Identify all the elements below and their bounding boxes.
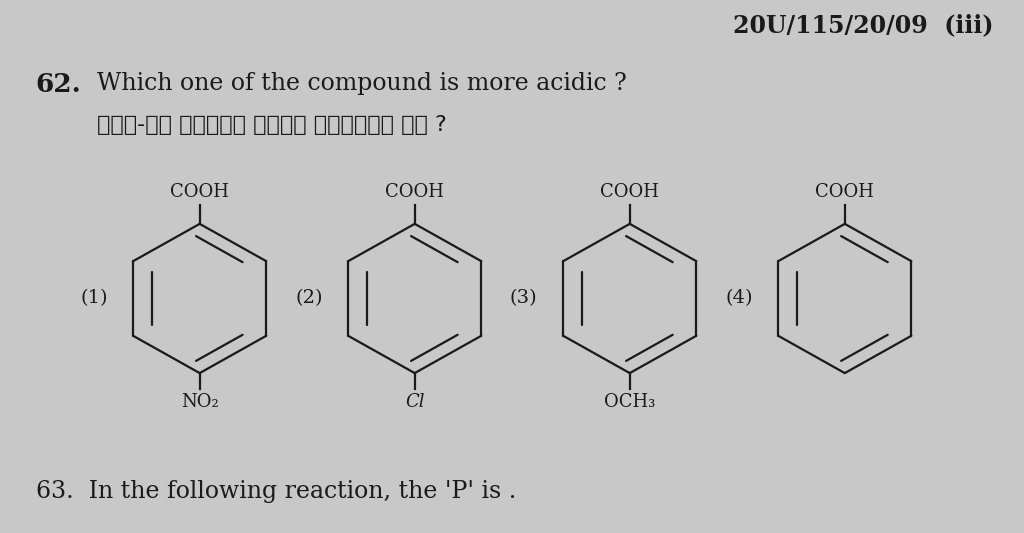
Text: OCH₃: OCH₃ [604, 393, 655, 411]
Text: (1): (1) [80, 289, 108, 308]
Text: Which one of the compound is more acidic ?: Which one of the compound is more acidic… [97, 72, 627, 95]
Text: कौन-सा यौगिक अधिक अम्लीय है ?: कौन-सा यौगिक अधिक अम्लीय है ? [97, 115, 447, 135]
Text: 20U/115/20/09  (iii): 20U/115/20/09 (iii) [733, 13, 993, 37]
Text: 63.  In the following reaction, the 'P' is .: 63. In the following reaction, the 'P' i… [36, 480, 516, 503]
Text: NO₂: NO₂ [181, 393, 218, 411]
Text: (3): (3) [510, 289, 538, 308]
Text: 62.: 62. [36, 72, 82, 97]
Text: COOH: COOH [170, 183, 229, 201]
Text: Cl: Cl [404, 393, 425, 411]
Text: COOH: COOH [385, 183, 444, 201]
Text: COOH: COOH [815, 183, 874, 201]
Text: (4): (4) [725, 289, 753, 308]
Text: COOH: COOH [600, 183, 659, 201]
Text: (2): (2) [295, 289, 323, 308]
